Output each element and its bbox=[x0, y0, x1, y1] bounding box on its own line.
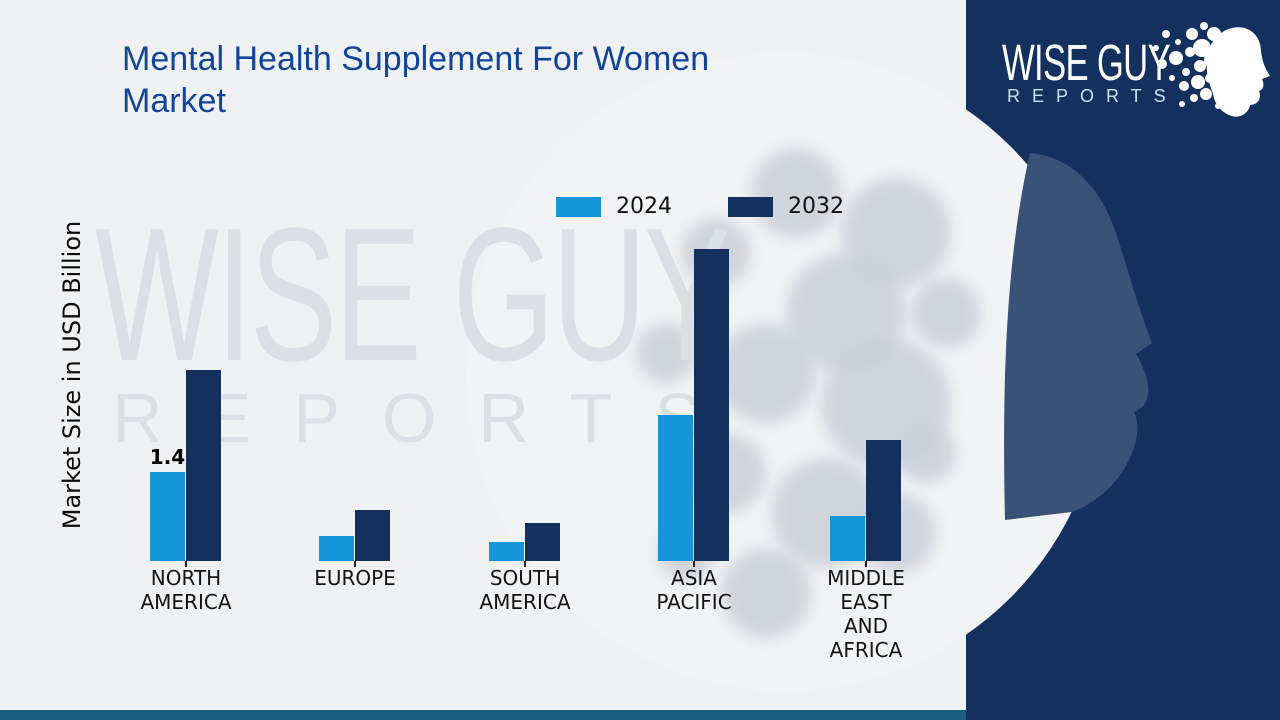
x-axis-tick-1 bbox=[354, 561, 356, 567]
legend: 2024 2032 bbox=[556, 194, 900, 219]
data-label-2024-north-america: 1.4 bbox=[149, 445, 186, 469]
bar-2024-asia-pacific bbox=[658, 415, 693, 561]
circle-blob-11 bbox=[911, 278, 981, 348]
x-axis-tick-4 bbox=[865, 561, 867, 567]
bar-2032-north-america bbox=[186, 370, 221, 561]
bar-2032-middle-east-and-africa bbox=[866, 440, 901, 561]
brand-logo-subtitle: REPORTS bbox=[1007, 86, 1178, 106]
bar-2024-south-america bbox=[489, 542, 524, 561]
face-profile-silhouette bbox=[1004, 153, 1152, 520]
legend-item-2024: 2024 bbox=[556, 194, 672, 219]
chart-title-line2: Market bbox=[122, 82, 226, 120]
bar-2032-asia-pacific bbox=[694, 249, 729, 561]
legend-swatch-2024 bbox=[556, 196, 601, 217]
bar-2024-north-america bbox=[150, 472, 185, 561]
footer-bar bbox=[0, 710, 966, 720]
bar-2024-europe bbox=[319, 536, 354, 561]
x-axis-label-north-america: NORTH AMERICA bbox=[140, 566, 232, 614]
circle-blob-10 bbox=[636, 323, 696, 383]
circle-blob-8 bbox=[721, 548, 811, 638]
legend-item-2032: 2032 bbox=[728, 194, 844, 219]
legend-label-2024: 2024 bbox=[616, 194, 672, 219]
legend-swatch-2032 bbox=[728, 196, 773, 217]
legend-label-2032: 2032 bbox=[788, 194, 844, 219]
brand-logo-wordmark: WISE GUY bbox=[1002, 34, 1171, 91]
x-axis-label-europe: EUROPE bbox=[314, 566, 396, 590]
bar-2032-europe bbox=[355, 510, 390, 561]
brand-logo-head-icon bbox=[1153, 22, 1270, 117]
background-watermark-wiseguy: WISE GUY bbox=[95, 189, 731, 401]
circle-blob-4 bbox=[716, 323, 816, 423]
circle-blob-0 bbox=[751, 148, 841, 238]
x-axis-tick-3 bbox=[693, 561, 695, 567]
chart-title: Mental Health Supplement For Women Marke… bbox=[122, 38, 709, 122]
bar-2024-middle-east-and-africa bbox=[830, 516, 865, 561]
x-axis-label-south-america: SOUTH AMERICA bbox=[479, 566, 571, 614]
chart-title-line1: Mental Health Supplement For Women bbox=[122, 40, 710, 78]
x-axis-tick-0 bbox=[185, 561, 187, 567]
x-axis-label-asia-pacific: ASIA PACIFIC bbox=[656, 566, 732, 614]
circle-blob-12 bbox=[896, 423, 956, 483]
x-axis-tick-2 bbox=[524, 561, 526, 567]
x-axis-label-middle-east-and-africa: MIDDLE EAST AND AFRICA bbox=[827, 566, 905, 662]
bar-2032-south-america bbox=[525, 523, 560, 561]
